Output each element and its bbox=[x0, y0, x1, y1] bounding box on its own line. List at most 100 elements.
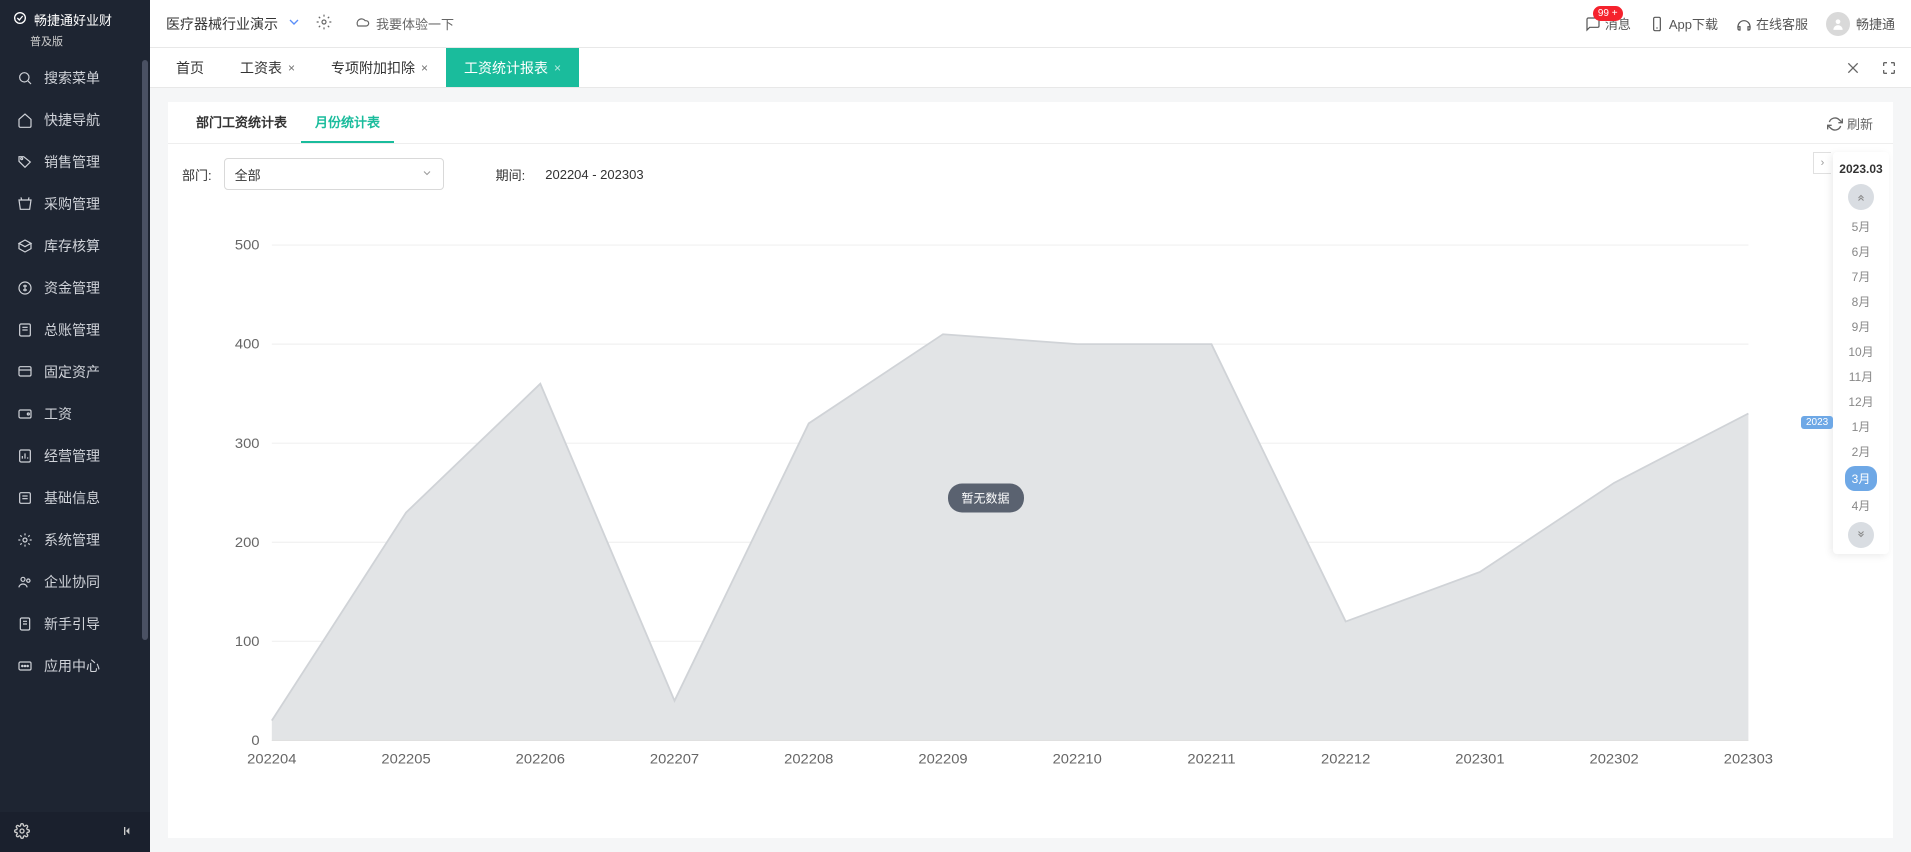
sidebar-item-10[interactable]: 基础信息 bbox=[0, 477, 150, 519]
sidebar-item-6[interactable]: 总账管理 bbox=[0, 309, 150, 351]
svg-text:400: 400 bbox=[235, 337, 260, 352]
sidebar-brand: 畅捷通好业财 bbox=[0, 0, 150, 33]
month-rail-item-11[interactable]: 4月 bbox=[1837, 493, 1885, 518]
month-rail-item-2[interactable]: 7月 bbox=[1837, 264, 1885, 289]
sidebar-item-label: 应用中心 bbox=[44, 656, 100, 676]
month-rail-item-9[interactable]: 2月 bbox=[1837, 439, 1885, 464]
svg-text:202205: 202205 bbox=[381, 752, 430, 767]
box-icon bbox=[16, 237, 34, 255]
online-cs-button[interactable]: 在线客服 bbox=[1736, 14, 1808, 33]
tab-3[interactable]: 工资统计报表 × bbox=[446, 48, 579, 87]
month-scroll-up-icon[interactable] bbox=[1848, 184, 1874, 210]
sidebar-item-1[interactable]: 快捷导航 bbox=[0, 99, 150, 141]
sidebar-item-label: 固定资产 bbox=[44, 362, 100, 382]
month-scroll-down-icon[interactable] bbox=[1848, 522, 1874, 548]
chevron-down-icon bbox=[286, 14, 302, 33]
sidebar-item-7[interactable]: 固定资产 bbox=[0, 351, 150, 393]
svg-text:202206: 202206 bbox=[516, 752, 565, 767]
sidebar-item-13[interactable]: 新手引导 bbox=[0, 603, 150, 645]
gear-icon bbox=[16, 531, 34, 549]
tab-close-icon[interactable]: × bbox=[288, 61, 295, 75]
tab-close-icon[interactable]: × bbox=[421, 61, 428, 75]
tab-label: 专项附加扣除 bbox=[331, 58, 415, 78]
trial-label: 我要体验一下 bbox=[376, 14, 454, 33]
sidebar-item-4[interactable]: 库存核算 bbox=[0, 225, 150, 267]
month-rail-item-3[interactable]: 8月 bbox=[1837, 289, 1885, 314]
svg-text:202303: 202303 bbox=[1724, 752, 1773, 767]
team-icon bbox=[16, 573, 34, 591]
bag-icon bbox=[16, 195, 34, 213]
dept-filter-label: 部门: bbox=[182, 165, 212, 184]
asset-icon bbox=[16, 363, 34, 381]
dept-select[interactable]: 全部 bbox=[224, 158, 444, 190]
app-download-button[interactable]: App下载 bbox=[1649, 14, 1718, 33]
svg-text:202209: 202209 bbox=[918, 752, 967, 767]
sidebar-item-label: 系统管理 bbox=[44, 530, 100, 550]
collapse-sidebar-icon[interactable] bbox=[120, 823, 136, 842]
tag-icon bbox=[16, 153, 34, 171]
month-rail-item-5[interactable]: 10月 bbox=[1837, 339, 1885, 364]
refresh-button[interactable]: 刷新 bbox=[1821, 104, 1879, 143]
month-rail-item-7[interactable]: 12月 bbox=[1837, 389, 1885, 414]
sidebar-item-label: 资金管理 bbox=[44, 278, 100, 298]
sidebar-footer bbox=[0, 812, 150, 852]
tab-label: 工资统计报表 bbox=[464, 58, 548, 78]
svg-text:200: 200 bbox=[235, 535, 260, 550]
tab-1[interactable]: 工资表 × bbox=[222, 48, 313, 87]
topbar-settings-icon[interactable] bbox=[316, 14, 332, 33]
month-rail-item-1[interactable]: 6月 bbox=[1837, 239, 1885, 264]
svg-text:202208: 202208 bbox=[784, 752, 833, 767]
sidebar-item-label: 库存核算 bbox=[44, 236, 100, 256]
sidebar-item-12[interactable]: 企业协同 bbox=[0, 561, 150, 603]
sidebar-item-14[interactable]: 应用中心 bbox=[0, 645, 150, 687]
sidebar-scrollbar[interactable] bbox=[142, 60, 148, 812]
month-rail-item-10[interactable]: 3月 bbox=[1845, 466, 1877, 491]
month-rail-item-6[interactable]: 11月 bbox=[1837, 364, 1885, 389]
app-download-label: App下载 bbox=[1669, 14, 1718, 33]
subtab-0[interactable]: 部门工资统计表 bbox=[182, 102, 301, 143]
main-area: 医疗器械行业演示 我要体验一下 99 + 消息 bbox=[150, 0, 1911, 852]
sidebar-item-2[interactable]: 销售管理 bbox=[0, 141, 150, 183]
month-rail: 2023.03 5月6月7月8月9月10月11月12月1月20232月3月4月 bbox=[1833, 152, 1889, 554]
filter-row: 部门: 全部 期间: 202204 - 202303 bbox=[168, 144, 1893, 196]
cloud-icon bbox=[354, 14, 370, 33]
tab-close-icon[interactable]: × bbox=[554, 61, 561, 75]
tab-label: 工资表 bbox=[240, 58, 282, 78]
tabs-right-controls bbox=[1839, 48, 1911, 87]
org-name: 医疗器械行业演示 bbox=[166, 14, 278, 34]
month-rail-item-4[interactable]: 9月 bbox=[1837, 314, 1885, 339]
org-selector[interactable]: 医疗器械行业演示 bbox=[166, 14, 302, 34]
topbar: 医疗器械行业演示 我要体验一下 99 + 消息 bbox=[150, 0, 1911, 48]
search-icon bbox=[16, 69, 34, 87]
sidebar-item-11[interactable]: 系统管理 bbox=[0, 519, 150, 561]
tab-2[interactable]: 专项附加扣除 × bbox=[313, 48, 446, 87]
sidebar-item-5[interactable]: 资金管理 bbox=[0, 267, 150, 309]
fullscreen-icon[interactable] bbox=[1875, 54, 1903, 82]
sidebar-item-0[interactable]: 搜索菜单 bbox=[0, 57, 150, 99]
settings-icon[interactable] bbox=[14, 823, 30, 842]
svg-text:202204: 202204 bbox=[247, 752, 296, 767]
sidebar-scroll-thumb[interactable] bbox=[142, 60, 148, 640]
close-all-tabs-icon[interactable] bbox=[1839, 54, 1867, 82]
wallet-icon bbox=[16, 405, 34, 423]
sidebar: 畅捷通好业财 普及版 搜索菜单快捷导航销售管理采购管理库存核算资金管理总账管理固… bbox=[0, 0, 150, 852]
month-rail-item-0[interactable]: 5月 bbox=[1837, 214, 1885, 239]
sidebar-item-8[interactable]: 工资 bbox=[0, 393, 150, 435]
subtab-1[interactable]: 月份统计表 bbox=[301, 102, 394, 143]
subtabs: 部门工资统计表月份统计表 刷新 bbox=[168, 102, 1893, 144]
period-filter-value: 202204 - 202303 bbox=[545, 167, 643, 182]
sidebar-item-label: 总账管理 bbox=[44, 320, 100, 340]
svg-text:202212: 202212 bbox=[1321, 752, 1370, 767]
apps-icon bbox=[16, 657, 34, 675]
refresh-label: 刷新 bbox=[1847, 114, 1873, 133]
tab-label: 首页 bbox=[176, 58, 204, 78]
tab-0[interactable]: 首页 bbox=[158, 48, 222, 87]
sidebar-item-9[interactable]: 经营管理 bbox=[0, 435, 150, 477]
sidebar-item-3[interactable]: 采购管理 bbox=[0, 183, 150, 225]
period-filter-label: 期间: bbox=[496, 165, 526, 184]
month-rail-item-8[interactable]: 1月2023 bbox=[1837, 414, 1885, 439]
message-button[interactable]: 99 + 消息 bbox=[1585, 14, 1631, 33]
month-rail-collapse-button[interactable]: › bbox=[1813, 152, 1831, 174]
trial-button[interactable]: 我要体验一下 bbox=[354, 14, 454, 33]
user-block[interactable]: 畅捷通 bbox=[1826, 12, 1895, 36]
